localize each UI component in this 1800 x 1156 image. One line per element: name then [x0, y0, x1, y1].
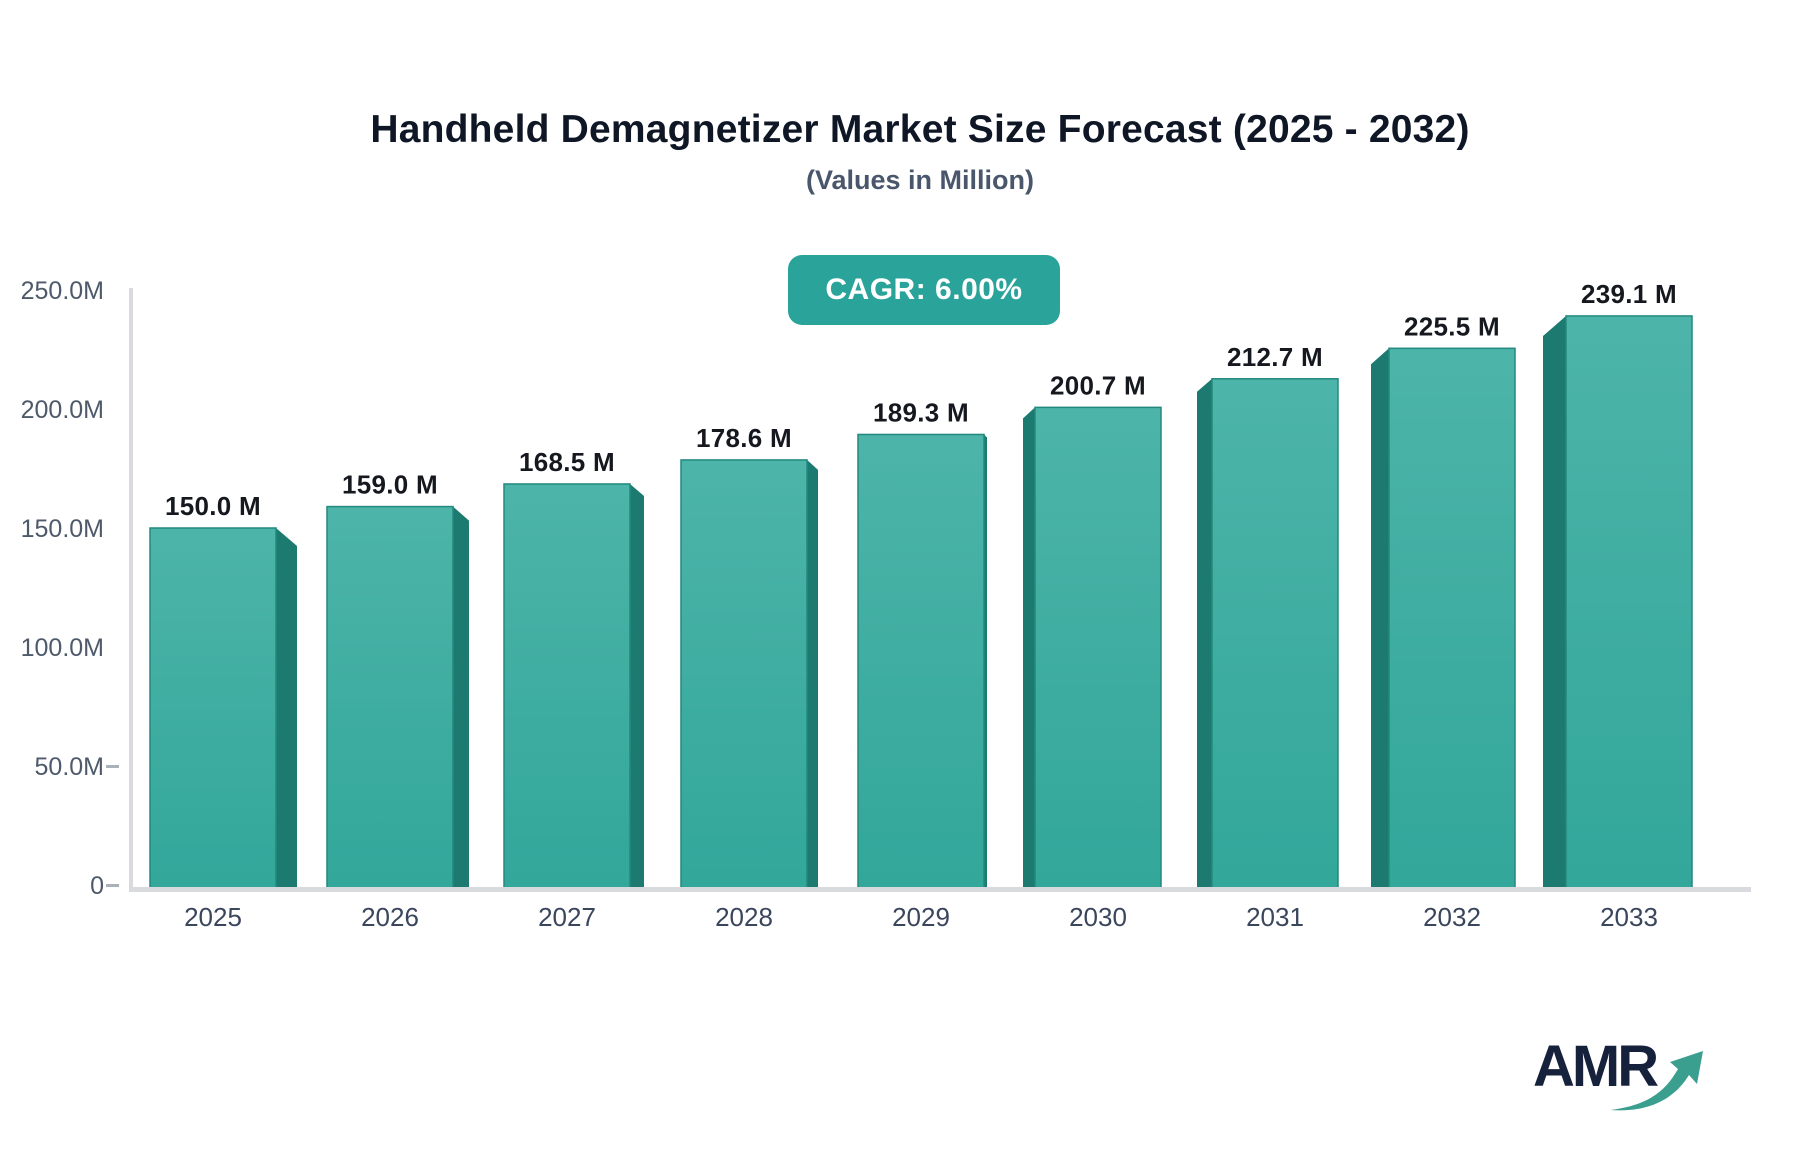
bar-side-face: [453, 506, 469, 888]
amr-logo: AMR: [1460, 1010, 1750, 1145]
bar-2028: 178.6 M: [680, 423, 818, 889]
bar-front-face: [503, 483, 631, 889]
bar-side-face: [1543, 315, 1566, 888]
bar-value-label: 150.0 M: [165, 491, 261, 521]
bar-2031: 212.7 M: [1197, 342, 1339, 889]
page-subtitle: (Values in Million): [805, 165, 1035, 195]
x-tick-label: 2026: [361, 902, 419, 932]
x-tick-label: 2029: [892, 902, 950, 932]
bar-front-face: [680, 459, 808, 889]
bar-front-face: [326, 505, 454, 889]
bar-value-label: 239.1 M: [1581, 279, 1677, 309]
bar-value-label: 178.6 M: [696, 423, 792, 453]
bar-front-face: [149, 527, 277, 889]
y-tick-label: 250.0M: [21, 277, 104, 305]
bar-value-label: 212.7 M: [1227, 342, 1323, 372]
bar-2027: 168.5 M: [503, 447, 644, 889]
bar-side-face: [807, 459, 818, 888]
x-tick-label: 2030: [1069, 902, 1127, 932]
y-tick-label: 150.0M: [21, 515, 104, 543]
growth-arrow-icon: [1610, 1051, 1703, 1111]
bar-side-face: [276, 528, 297, 888]
bar-side-face: [630, 483, 644, 888]
amr-logo-text: AMR: [1533, 1034, 1658, 1099]
cagr-badge: CAGR: 6.00%: [788, 255, 1060, 325]
bar-front-face: [1211, 378, 1339, 889]
bar-front-face: [1565, 315, 1693, 889]
bar-2032: 225.5 M: [1371, 311, 1516, 889]
x-tick-label: 2025: [184, 902, 242, 932]
y-axis-line: [129, 288, 133, 890]
bar-side-face: [1197, 378, 1212, 888]
bar-2026: 159.0 M: [326, 470, 469, 889]
bar-front-face: [1388, 347, 1516, 889]
bar-value-label: 168.5 M: [519, 447, 615, 477]
bar-side-face: [1371, 348, 1389, 888]
bar-value-label: 200.7 M: [1050, 370, 1146, 400]
bar-front-face: [857, 433, 985, 889]
x-tick-label: 2028: [715, 902, 773, 932]
bar-2033: 239.1 M: [1543, 279, 1693, 889]
y-tick-mark: [106, 765, 119, 768]
page-title: Handheld Demagnetizer Market Size Foreca…: [370, 108, 1470, 151]
bar-value-label: 225.5 M: [1404, 311, 1500, 341]
x-tick-label: 2032: [1423, 902, 1481, 932]
x-axis-line: [129, 887, 1751, 892]
bar-value-label: 189.3 M: [873, 397, 969, 427]
y-tick-label: 200.0M: [21, 396, 104, 424]
bar-side-face: [1023, 407, 1035, 888]
bar-2029: 189.3 M: [857, 397, 987, 889]
x-tick-label: 2027: [538, 902, 596, 932]
bar-front-face: [1034, 406, 1162, 889]
x-tick-label: 2033: [1600, 902, 1658, 932]
y-tick-label: 100.0M: [21, 634, 104, 662]
bar-value-label: 159.0 M: [342, 470, 438, 500]
y-tick-label: 0: [90, 872, 104, 900]
y-tick-mark: [106, 884, 119, 887]
bar-2025: 150.0 M: [149, 491, 297, 889]
y-tick-label: 50.0M: [35, 753, 104, 781]
bar-2030: 200.7 M: [1023, 370, 1162, 889]
x-tick-label: 2031: [1246, 902, 1304, 932]
